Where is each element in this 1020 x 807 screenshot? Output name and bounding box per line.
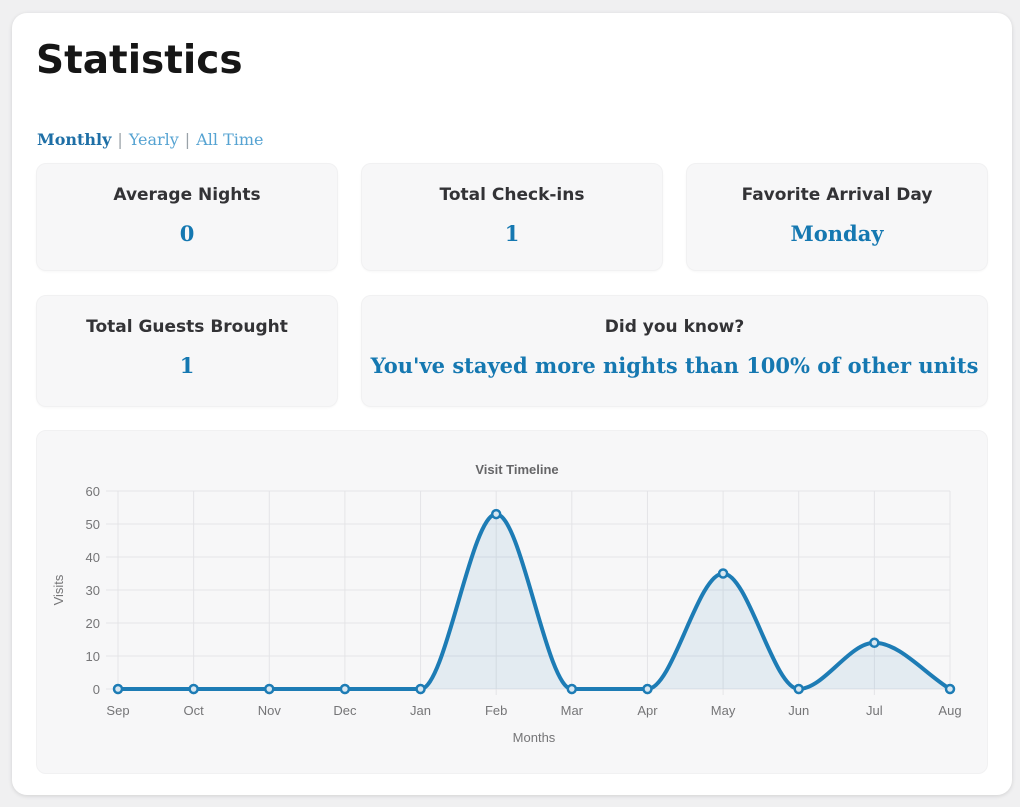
visit-timeline-chart: 0 10 20 30 40 50 60 Sep Oct Nov Dec Jan Feb Mar Apr May… xyxy=(51,462,962,745)
data-point[interactable] xyxy=(944,683,956,695)
tab-separator: | xyxy=(117,130,123,149)
stat-value: You've stayed more nights than 100% of o… xyxy=(370,353,979,378)
period-tabs: Monthly | Yearly | All Time xyxy=(37,130,264,149)
tab-yearly[interactable]: Yearly xyxy=(128,130,179,149)
data-point[interactable] xyxy=(415,683,426,695)
stat-value: 0 xyxy=(179,221,195,246)
data-point[interactable] xyxy=(339,683,351,695)
stat-card-did-you-know: Did you know? You've stayed more nights … xyxy=(361,295,988,407)
x-tick-label: Aug xyxy=(938,703,961,718)
visit-timeline-card: 0 10 20 30 40 50 60 Sep Oct Nov Dec Jan Feb Mar Apr May… xyxy=(36,430,988,774)
y-axis-title: Visits xyxy=(51,574,66,605)
data-point[interactable] xyxy=(264,683,275,695)
chart-title: Visit Timeline xyxy=(475,462,558,477)
stat-label: Average Nights xyxy=(113,185,261,205)
y-tick-label: 30 xyxy=(86,583,100,598)
x-tick-label: Sep xyxy=(106,703,129,718)
x-tick-label: Jan xyxy=(410,703,431,718)
tab-monthly[interactable]: Monthly xyxy=(37,130,112,149)
data-point[interactable] xyxy=(869,637,880,649)
x-tick-label: Apr xyxy=(637,703,658,718)
stat-value: 1 xyxy=(179,353,195,378)
y-tick-label: 0 xyxy=(93,682,100,697)
y-tick-label: 10 xyxy=(86,649,100,664)
y-tick-label: 40 xyxy=(86,550,100,565)
tab-separator: | xyxy=(184,130,191,149)
x-tick-label: Feb xyxy=(485,703,507,718)
page-title: Statistics xyxy=(36,38,243,83)
x-tick-label: Dec xyxy=(333,703,357,718)
data-point[interactable] xyxy=(490,508,502,520)
x-tick-label: Mar xyxy=(561,703,584,718)
statistics-panel: Statistics Monthly | Yearly | All Time Avera… xyxy=(12,13,1012,795)
stat-value: Monday xyxy=(790,221,884,246)
data-point[interactable] xyxy=(566,683,578,695)
stat-label: Favorite Arrival Day xyxy=(741,185,933,205)
stat-card-favorite-arrival-day: Favorite Arrival Day Monday xyxy=(686,163,988,271)
x-axis-title: Months xyxy=(513,730,556,745)
x-tick-label: May xyxy=(711,703,736,718)
stat-card-total-guests-brought: Total Guests Brought 1 xyxy=(36,295,338,407)
y-tick-label: 60 xyxy=(86,484,100,499)
visits-area xyxy=(118,514,950,689)
data-point[interactable] xyxy=(717,568,729,579)
data-point[interactable] xyxy=(112,683,124,695)
stat-label: Did you know? xyxy=(604,317,745,337)
stat-card-total-checkins: Total Check-ins 1 xyxy=(361,163,663,271)
data-point[interactable] xyxy=(793,683,804,695)
stat-value: 1 xyxy=(504,221,520,246)
data-point[interactable] xyxy=(188,683,199,695)
x-tick-label: Oct xyxy=(184,703,205,718)
stat-label: Total Check-ins xyxy=(439,185,585,205)
x-tick-label: Nov xyxy=(258,703,282,718)
x-tick-label: Jul xyxy=(866,703,883,718)
data-point[interactable] xyxy=(642,683,653,695)
x-tick-label: Jun xyxy=(788,703,809,718)
stat-card-average-nights: Average Nights 0 xyxy=(36,163,338,271)
y-tick-label: 50 xyxy=(86,517,100,532)
y-tick-label: 20 xyxy=(86,616,100,631)
stat-label: Total Guests Brought xyxy=(86,317,288,337)
tab-all-time[interactable]: All Time xyxy=(196,130,264,149)
